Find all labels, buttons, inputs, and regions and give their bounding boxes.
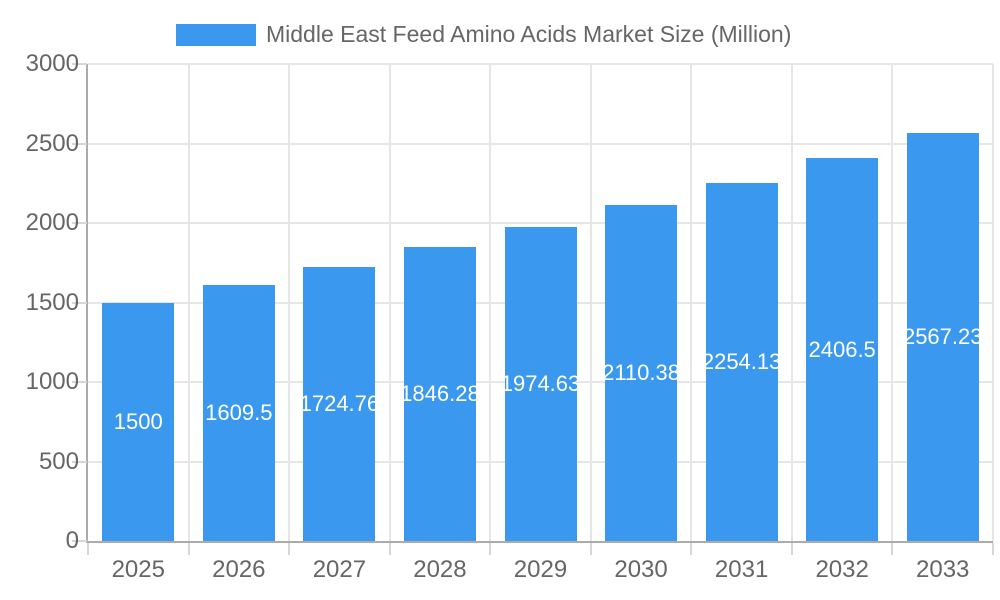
y-axis-tick-label: 0 bbox=[65, 527, 79, 554]
y-tick-mark bbox=[72, 460, 87, 463]
bar-2030 bbox=[605, 205, 678, 541]
y-axis-tick-label: 500 bbox=[38, 447, 79, 475]
bar-2025 bbox=[102, 302, 175, 541]
y-axis-tick-label: 3000 bbox=[25, 50, 79, 77]
y-tick-mark bbox=[72, 540, 87, 542]
bar-2031 bbox=[705, 182, 778, 541]
x-axis-line bbox=[86, 541, 993, 543]
y-axis-tick-label: 1000 bbox=[25, 368, 79, 395]
y-axis-tick-label: 2500 bbox=[25, 129, 79, 157]
y-axis-tick-label: 1500 bbox=[25, 288, 79, 316]
x-axis-tick-label: 2028 bbox=[413, 556, 467, 583]
y-axis-tick-label: 2000 bbox=[25, 209, 79, 236]
x-tick-mark bbox=[288, 543, 291, 555]
v-gridline bbox=[388, 64, 391, 541]
y-axis-line bbox=[86, 64, 88, 543]
x-tick-mark bbox=[187, 543, 190, 555]
x-tick-mark bbox=[891, 543, 894, 555]
y-tick-mark bbox=[72, 301, 87, 304]
v-gridline bbox=[790, 64, 793, 541]
x-tick-mark bbox=[489, 543, 492, 555]
y-tick-mark bbox=[72, 222, 87, 224]
v-gridline bbox=[288, 64, 291, 541]
y-tick-mark bbox=[72, 142, 87, 145]
x-axis-tick-label: 2031 bbox=[714, 556, 769, 583]
x-axis-tick-label: 2026 bbox=[212, 556, 266, 583]
x-tick-mark bbox=[87, 543, 89, 555]
x-tick-mark bbox=[790, 543, 793, 555]
bar-2028 bbox=[403, 247, 476, 541]
h-gridline bbox=[88, 142, 993, 145]
x-axis-tick-label: 2030 bbox=[614, 556, 668, 583]
x-axis-tick-label: 2032 bbox=[815, 556, 869, 583]
h-gridline bbox=[88, 63, 993, 65]
x-axis-tick-label: 2029 bbox=[513, 556, 568, 583]
legend-swatch[interactable] bbox=[176, 24, 256, 46]
bar-2026 bbox=[202, 285, 275, 541]
v-gridline bbox=[690, 64, 693, 541]
bar-2027 bbox=[303, 266, 376, 541]
plot-area: 1500 1609.5 1724.76 1846.28 1974.63 2110.38 22… bbox=[88, 63, 994, 541]
x-axis-tick-label: 2033 bbox=[916, 556, 970, 583]
v-gridline bbox=[489, 64, 492, 541]
v-gridline bbox=[891, 64, 894, 541]
x-tick-mark bbox=[388, 543, 391, 555]
y-tick-mark bbox=[72, 63, 87, 65]
bar-2029 bbox=[504, 227, 577, 541]
x-tick-mark bbox=[589, 543, 592, 555]
v-gridline bbox=[992, 64, 994, 541]
x-tick-mark bbox=[992, 543, 994, 555]
v-gridline bbox=[187, 64, 190, 541]
v-gridline bbox=[589, 64, 592, 541]
bar-2032 bbox=[806, 158, 879, 541]
x-tick-mark bbox=[690, 543, 693, 555]
x-axis-tick-label: 2027 bbox=[312, 556, 367, 583]
legend-label[interactable]: Middle East Feed Amino Acids Market Size… bbox=[266, 21, 792, 47]
y-tick-mark bbox=[72, 381, 87, 383]
h-gridline bbox=[88, 222, 993, 224]
x-axis-tick-label: 2025 bbox=[111, 556, 165, 583]
bar-2033 bbox=[906, 132, 979, 541]
